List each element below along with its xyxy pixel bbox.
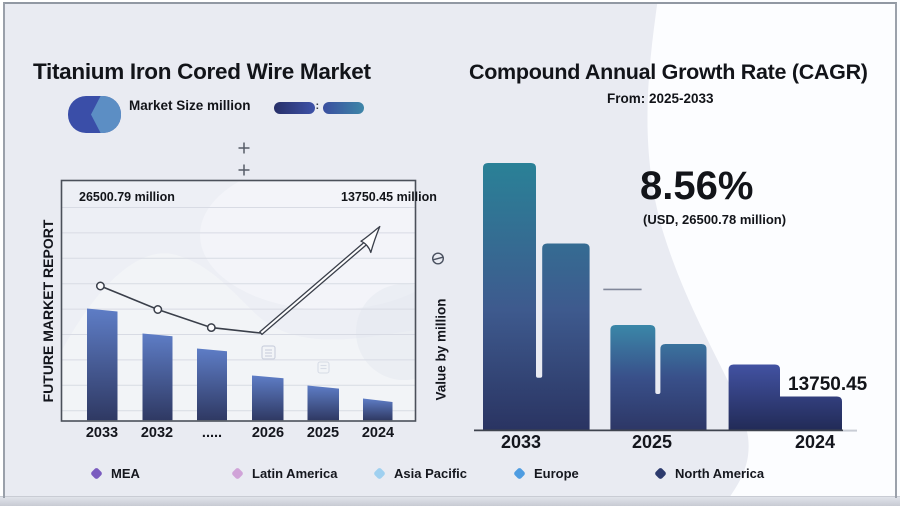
x-label-2033: 2033 [85,425,119,441]
growth-arrow-head [360,225,381,254]
bar-2033 [87,308,118,421]
legend-bullet-icon [90,466,103,480]
trend-line [95,225,381,336]
minus-circle-icon [432,252,445,265]
right-title: Compound Annual Growth Rate (CAGR) [469,60,868,84]
legend-label: Latin America [252,465,338,481]
annotation-right: 13750.45 million [341,190,437,204]
legend-bullet-icon [513,466,526,480]
legend-item-north-america: North America [654,465,765,481]
legend-bullet-icon [654,466,667,480]
legend-label: Europe [534,465,579,481]
gridlines [62,207,415,412]
legend-row: MEA Latin America Asia Pacific Europe North … [0,465,900,483]
legend-bullet-icon [373,466,386,480]
x-label-2032: 2032 [140,425,174,441]
cagr-note: (USD, 26500.78 million) [643,212,787,227]
annotation-left: 26500.79 million [79,190,175,204]
bottom-strip [0,496,900,506]
ratio-separator: : [315,100,320,112]
ratio-pill-right [323,102,364,114]
left-chart-border [60,179,417,422]
bar-group-2024 [728,364,842,430]
x-label-dots: ..... [201,425,223,441]
future-market-report-label: FUTURE MARKET REPORT [40,219,56,403]
right-x-label-2024: 2024 [794,432,836,452]
capsule-facet [91,96,121,133]
bar-dots [197,348,227,421]
right-value-label: 13750.45 [788,374,868,395]
plus-icon [238,142,250,154]
bar-group-2033 [483,163,590,430]
marker-dots [206,323,216,333]
legend-item-europe: Europe [513,465,579,481]
left-chart-bars [87,308,393,421]
white-swoosh-background [647,0,900,506]
right-subtitle: From: 2025-2033 [607,91,714,106]
left-chart [60,179,417,422]
legend-bullet-icon [231,466,244,480]
legend-item-asia-pacific: Asia Pacific [373,465,467,481]
right-x-label-2033: 2033 [500,432,542,452]
document-watermark-icon [261,345,276,360]
x-label-2025: 2025 [306,425,340,441]
ratio-pill-left [274,102,315,114]
legend-item-mea: MEA [90,465,140,481]
x-label-2024: 2024 [361,425,395,441]
legend-label: MEA [111,465,140,481]
value-by-million-label: Value by million [433,298,449,401]
cagr-value: 8.56% [640,164,754,208]
page-title: Titanium Iron Cored Wire Market [33,59,371,84]
marker-2032 [153,305,163,314]
market-size-capsule-icon [68,96,121,133]
marker-2033 [95,281,105,291]
document-watermark-icon-2 [317,361,330,374]
right-x-label-2025: 2025 [631,432,673,452]
x-label-2026: 2026 [251,425,285,441]
plus-icon-2 [238,164,250,176]
bar-2032 [142,333,173,421]
legend-label: North America [675,465,765,481]
bar-group-2025 [610,325,707,430]
market-size-label: Market Size million [129,98,251,113]
legend-item-latin-america: Latin America [231,465,338,481]
bar-2025 [307,385,339,421]
bar-2026 [252,375,284,421]
legend-label: Asia Pacific [394,465,467,481]
right-chart [474,163,857,432]
bar-2024 [363,398,393,421]
